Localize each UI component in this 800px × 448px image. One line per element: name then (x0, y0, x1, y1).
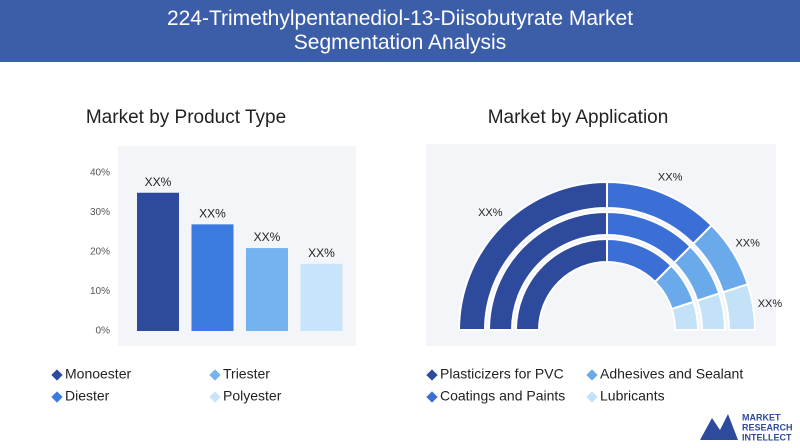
legend-marker (51, 391, 63, 403)
bar (246, 248, 288, 331)
value-label: XX% (658, 171, 683, 183)
value-label: XX% (254, 230, 281, 244)
logo-icon (700, 414, 738, 440)
y-tick-label: 0% (96, 326, 111, 337)
ring-arc (721, 283, 757, 331)
header: 224-Trimethylpentanediol-13-Diisobutyrat… (0, 0, 800, 62)
legend-label: Coatings and Paints (440, 388, 565, 404)
bar (137, 192, 179, 331)
legend-label: Diester (65, 388, 110, 404)
bar (300, 263, 343, 331)
legend-marker (586, 369, 598, 381)
y-tick-label: 40% (90, 168, 110, 179)
pie-segment (670, 283, 757, 331)
value-label: XX% (308, 246, 335, 260)
legend-marker (51, 369, 63, 381)
legend-label: Polyester (223, 388, 282, 404)
y-tick-label: 10% (90, 286, 110, 297)
logo: MARKET RESEARCH INTELLECT (700, 412, 793, 442)
legend-marker (426, 369, 438, 381)
bar (191, 224, 234, 331)
legend-label: Monoester (65, 366, 131, 382)
legend-marker (209, 369, 221, 381)
logo-text: MARKET (742, 412, 781, 422)
ring-arc (696, 292, 727, 331)
value-label: XX% (735, 238, 760, 250)
chart-title: Market by Product Type (86, 107, 286, 128)
value-label: XX% (199, 207, 226, 221)
chart-title: Market by Application (488, 107, 669, 128)
legend-marker (586, 391, 598, 403)
logo-text: RESEARCH (742, 422, 793, 432)
legend-label: Triester (223, 366, 270, 382)
y-tick-label: 30% (90, 207, 110, 218)
ring-arc (670, 300, 700, 331)
value-label: XX% (145, 175, 172, 189)
legend-marker (209, 391, 221, 403)
value-label: XX% (478, 207, 503, 219)
y-tick-label: 20% (90, 247, 110, 258)
value-label: XX% (758, 298, 783, 310)
logo-text: INTELLECT (742, 432, 792, 442)
page-title: 224-Trimethylpentanediol-13-Diisobutyrat… (166, 7, 634, 54)
legend-label: Adhesives and Sealant (600, 366, 743, 382)
legend-label: Plasticizers for PVC (440, 366, 564, 382)
legend-label: Lubricants (600, 388, 665, 404)
pie-segment (606, 180, 714, 284)
legend-marker (426, 391, 438, 403)
